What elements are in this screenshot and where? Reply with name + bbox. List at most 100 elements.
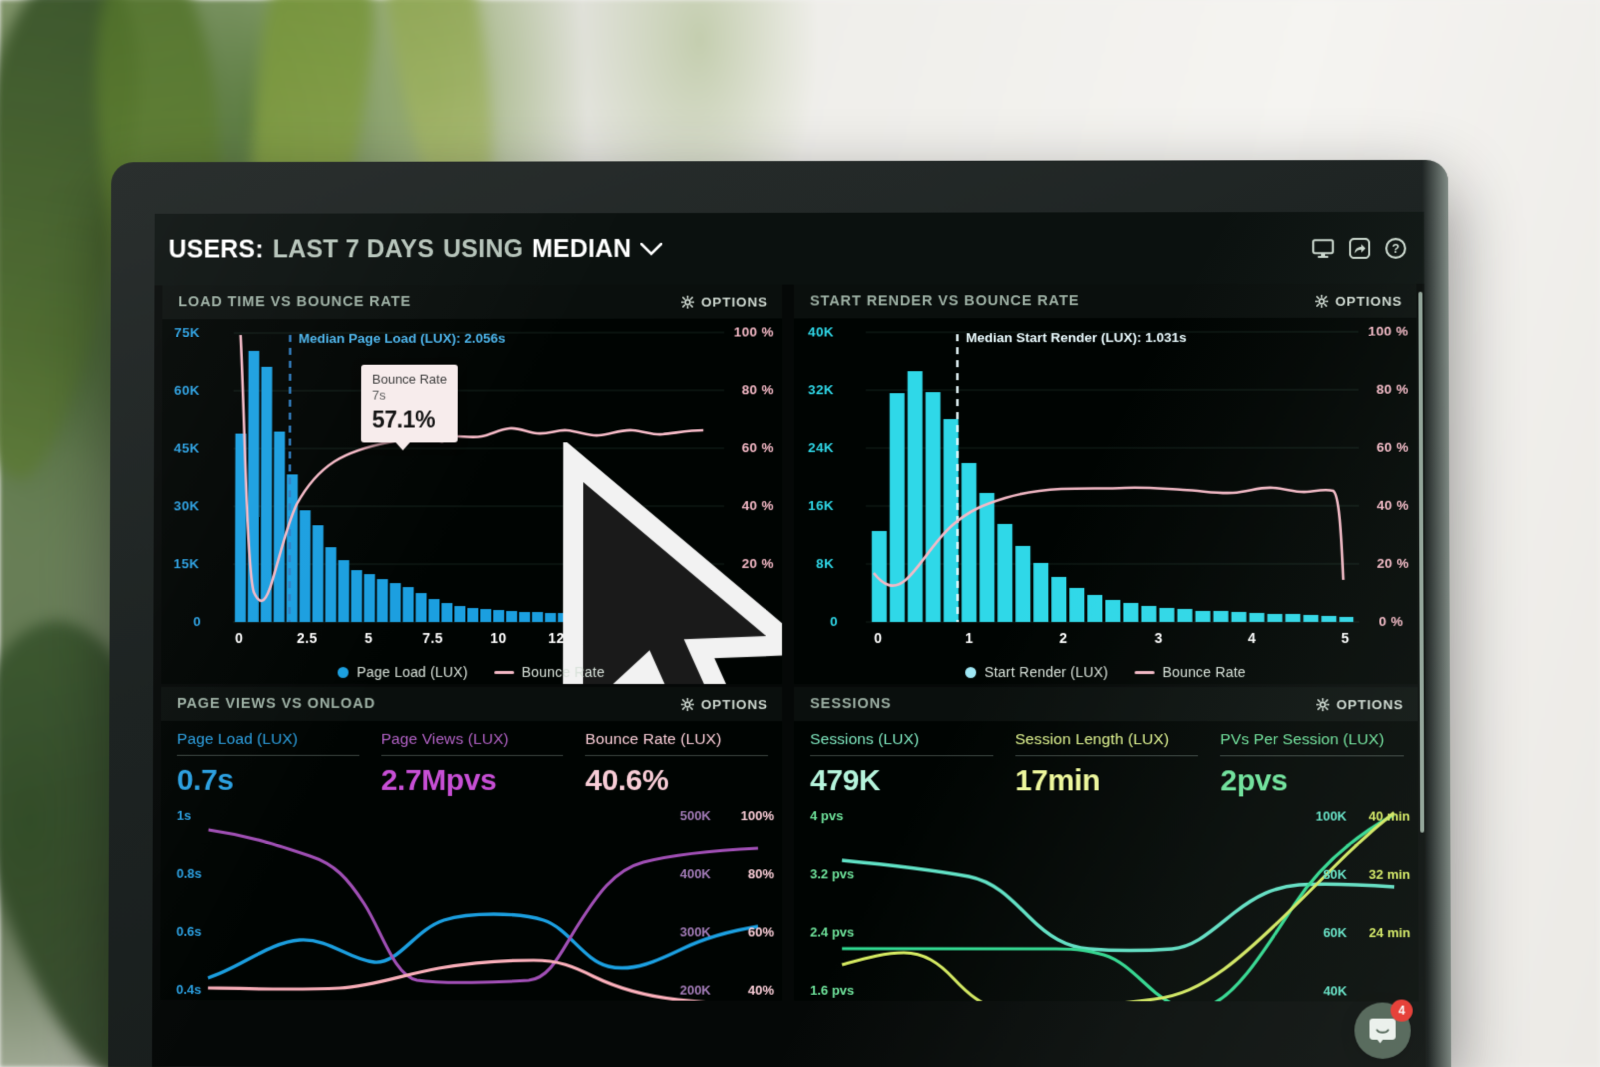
x-axis-label: 0 xyxy=(235,630,244,646)
metric-row: Page Load (LUX) 0.7s Page Views (LUX) 2.… xyxy=(161,721,782,800)
legend-item[interactable]: Start Render (LUX) xyxy=(965,664,1108,680)
y2-axis-row: 40K xyxy=(1301,983,1411,998)
chart-svg xyxy=(161,318,782,684)
tooltip-label: Bounce Rate xyxy=(372,371,447,387)
y2-axis-label: 0 % xyxy=(1378,613,1404,629)
options-button[interactable]: OPTIONS xyxy=(1315,293,1402,308)
metric-page-load[interactable]: Page Load (LUX) 0.7s xyxy=(176,730,360,798)
y-axis-label: 4 pvs xyxy=(810,808,844,824)
y3-axis-spacer xyxy=(1360,983,1410,998)
x-axis-label: 2.5 xyxy=(296,630,318,646)
x-axis-label: 5 xyxy=(1341,629,1350,647)
chart-page-views-onload[interactable]: 1s 0.8s 0.6s 0.4s 500K 100% 400K 80% 300… xyxy=(160,800,782,1001)
panel-title: START RENDER VS BOUNCE RATE xyxy=(809,293,1080,310)
y3-axis-label: 80% xyxy=(747,866,774,882)
metric-rule xyxy=(380,754,564,757)
metric-bounce-rate[interactable]: Bounce Rate (LUX) 40.6% xyxy=(585,730,769,798)
y-axis-label: 1.6 pvs xyxy=(810,982,855,998)
metric-rule xyxy=(1015,755,1199,757)
y2-axis-label: 500K xyxy=(679,808,711,824)
metric-label: Page Load (LUX) xyxy=(176,730,298,748)
y-axis-label: 75K xyxy=(174,325,201,341)
legend-item[interactable]: Bounce Rate xyxy=(1134,664,1246,680)
chart-sessions[interactable]: 4 pvs 3.2 pvs 2.4 pvs 1.6 pvs 100K 40 mi… xyxy=(794,800,1419,1001)
bar-series-start-render xyxy=(871,371,1354,622)
title-range: LAST 7 DAYS xyxy=(272,234,435,263)
options-label: OPTIONS xyxy=(700,696,768,712)
chart-start-render[interactable]: 40K 32K 24K 16K 8K 0 100 % 80 % 60 % 40 … xyxy=(794,318,1418,684)
y2-axis-label: 20 % xyxy=(1376,555,1410,571)
y-axis-label: 8K xyxy=(815,556,835,572)
options-button[interactable]: OPTIONS xyxy=(681,294,768,309)
panel-page-views-vs-onload: PAGE VIEWS VS ONLOAD OPTIONS Page Load (… xyxy=(160,686,783,1001)
gear-icon xyxy=(681,295,695,309)
y-axis-label: 16K xyxy=(807,498,834,514)
legend-label: Page Load (LUX) xyxy=(356,663,468,680)
metric-value: 40.6% xyxy=(585,764,669,798)
y-axis-label: 0.4s xyxy=(176,981,202,997)
chevron-down-icon[interactable] xyxy=(640,242,662,255)
x-axis-label: 0 xyxy=(874,629,883,647)
metric-label: Session Length (LUX) xyxy=(1015,731,1170,749)
y-axis-label: 60K xyxy=(174,382,200,398)
y3-axis-label: 24 min xyxy=(1368,925,1411,941)
page-scrollbar[interactable] xyxy=(1418,291,1425,833)
options-button[interactable]: OPTIONS xyxy=(1316,697,1404,712)
y-axis-label: 15K xyxy=(173,556,200,572)
legend-item[interactable]: Bounce Rate xyxy=(493,664,605,680)
panel-header: PAGE VIEWS VS ONLOAD OPTIONS xyxy=(161,686,783,722)
legend-label: Bounce Rate xyxy=(1162,664,1246,681)
y2-axis-label: 60 % xyxy=(1376,439,1409,455)
panel-title: PAGE VIEWS VS ONLOAD xyxy=(177,695,376,712)
metric-pvs-per-session[interactable]: PVs Per Session (LUX) 2pvs xyxy=(1220,731,1404,798)
y-axis-label: 3.2 pvs xyxy=(810,866,855,882)
line-page-views xyxy=(208,829,758,984)
y2-axis-label: 100 % xyxy=(733,324,775,340)
chart-load-time[interactable]: 75K 60K 45K 30K 15K 0 100 % 80 % 60 % 40… xyxy=(161,318,783,685)
metric-value: 2pvs xyxy=(1220,764,1288,798)
y2-axis-row: 400K 80% xyxy=(665,866,774,881)
y-axis-label: 40K xyxy=(807,324,834,340)
y-axis-label: 30K xyxy=(173,498,200,514)
legend-dot-icon xyxy=(337,666,349,678)
metric-sessions[interactable]: Sessions (LUX) 479K xyxy=(810,731,993,798)
title-aggregation: MEDIAN xyxy=(531,234,632,263)
mouse-cursor-icon xyxy=(562,441,783,685)
help-icon[interactable]: ? xyxy=(1385,237,1406,259)
share-icon[interactable] xyxy=(1349,237,1370,259)
chart-legend: Start Render (LUX) Bounce Rate xyxy=(794,664,1418,680)
monitor-icon[interactable] xyxy=(1312,238,1334,258)
y-axis-label: 24K xyxy=(807,440,834,456)
metric-label: Bounce Rate (LUX) xyxy=(585,730,722,749)
y2-axis-row: 300K 60% xyxy=(665,924,774,939)
gear-icon xyxy=(1315,294,1329,308)
panel-header: START RENDER VS BOUNCE RATE OPTIONS xyxy=(793,283,1417,319)
legend-line-icon xyxy=(493,670,514,674)
metric-rule xyxy=(585,755,769,757)
metric-label: Page Views (LUX) xyxy=(380,730,509,748)
metric-session-length[interactable]: Session Length (LUX) 17min xyxy=(1015,731,1199,798)
title-using: USING xyxy=(443,234,524,263)
y2-axis-row: 100K 40 min xyxy=(1300,808,1410,824)
x-axis-label: 1 xyxy=(965,629,974,647)
x-axis-label: 5 xyxy=(364,630,373,646)
options-button[interactable]: OPTIONS xyxy=(680,696,768,712)
metric-value: 479K xyxy=(810,764,881,798)
x-axis-label: 2 xyxy=(1059,629,1068,647)
metric-page-views[interactable]: Page Views (LUX) 2.7Mpvs xyxy=(381,731,564,798)
x-axis-label: 3 xyxy=(1154,629,1163,647)
page-title[interactable]: USERS: LAST 7 DAYS USING MEDIAN xyxy=(168,234,662,264)
chart-svg xyxy=(794,331,1418,684)
laptop-device: USERS: LAST 7 DAYS USING MEDIAN ? xyxy=(108,159,1452,1067)
panel-start-render-vs-bounce-rate: START RENDER VS BOUNCE RATE OPTIONS xyxy=(793,283,1418,685)
chat-badge: 4 xyxy=(1390,999,1413,1022)
metric-rule xyxy=(1220,755,1404,757)
legend-label: Start Render (LUX) xyxy=(984,664,1109,681)
y2-axis-row: 80K 32 min xyxy=(1301,867,1410,882)
legend-item[interactable]: Page Load (LUX) xyxy=(337,663,468,680)
median-annotation: Median Page Load (LUX): 2.056s xyxy=(298,330,506,346)
chart-svg xyxy=(794,800,1419,1001)
y-axis-label: 45K xyxy=(173,440,200,456)
chart-svg xyxy=(160,829,782,1001)
chat-launcher-button[interactable]: 4 xyxy=(1354,999,1413,1059)
